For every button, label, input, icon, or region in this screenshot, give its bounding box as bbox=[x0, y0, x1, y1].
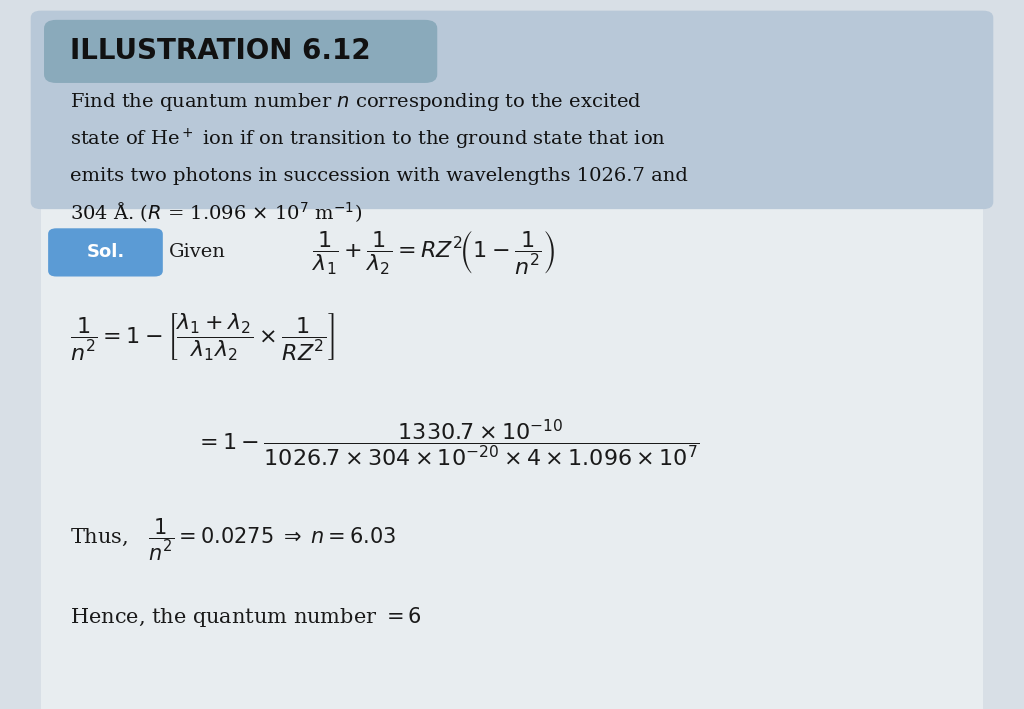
Text: Sol.: Sol. bbox=[86, 243, 125, 262]
FancyBboxPatch shape bbox=[41, 199, 983, 709]
Text: 304 Å. ($R$ = 1.096 $\times$ 10$^7$ m$^{-1}$): 304 Å. ($R$ = 1.096 $\times$ 10$^7$ m$^{… bbox=[70, 201, 361, 225]
Text: Find the quantum number $n$ corresponding to the excited: Find the quantum number $n$ correspondin… bbox=[70, 91, 641, 113]
FancyBboxPatch shape bbox=[44, 20, 437, 83]
FancyBboxPatch shape bbox=[48, 228, 163, 277]
Text: emits two photons in succession with wavelengths 1026.7 and: emits two photons in succession with wav… bbox=[70, 167, 687, 185]
Text: $\dfrac{1}{\lambda_1} + \dfrac{1}{\lambda_2} = RZ^2\!\left(1 - \dfrac{1}{n^2}\ri: $\dfrac{1}{\lambda_1} + \dfrac{1}{\lambd… bbox=[312, 228, 556, 277]
Text: Thus,   $\dfrac{1}{n^2} = 0.0275 \;\Rightarrow\; n = 6.03$: Thus, $\dfrac{1}{n^2} = 0.0275 \;\Righta… bbox=[70, 517, 395, 564]
Text: Given: Given bbox=[169, 243, 226, 262]
Text: $\dfrac{1}{n^2} = 1 - \left[\dfrac{\lambda_1 + \lambda_2}{\lambda_1\lambda_2} \t: $\dfrac{1}{n^2} = 1 - \left[\dfrac{\lamb… bbox=[70, 311, 334, 362]
Text: ILLUSTRATION 6.12: ILLUSTRATION 6.12 bbox=[70, 37, 371, 65]
Text: state of He$^+$ ion if on transition to the ground state that ion: state of He$^+$ ion if on transition to … bbox=[70, 126, 666, 152]
Text: $= 1 - \dfrac{1330.7 \times 10^{-10}}{1026.7 \times 304 \times 10^{-20} \times 4: $= 1 - \dfrac{1330.7 \times 10^{-10}}{10… bbox=[195, 418, 699, 469]
Text: Hence, the quantum number $= 6$: Hence, the quantum number $= 6$ bbox=[70, 605, 421, 629]
FancyBboxPatch shape bbox=[31, 11, 993, 209]
